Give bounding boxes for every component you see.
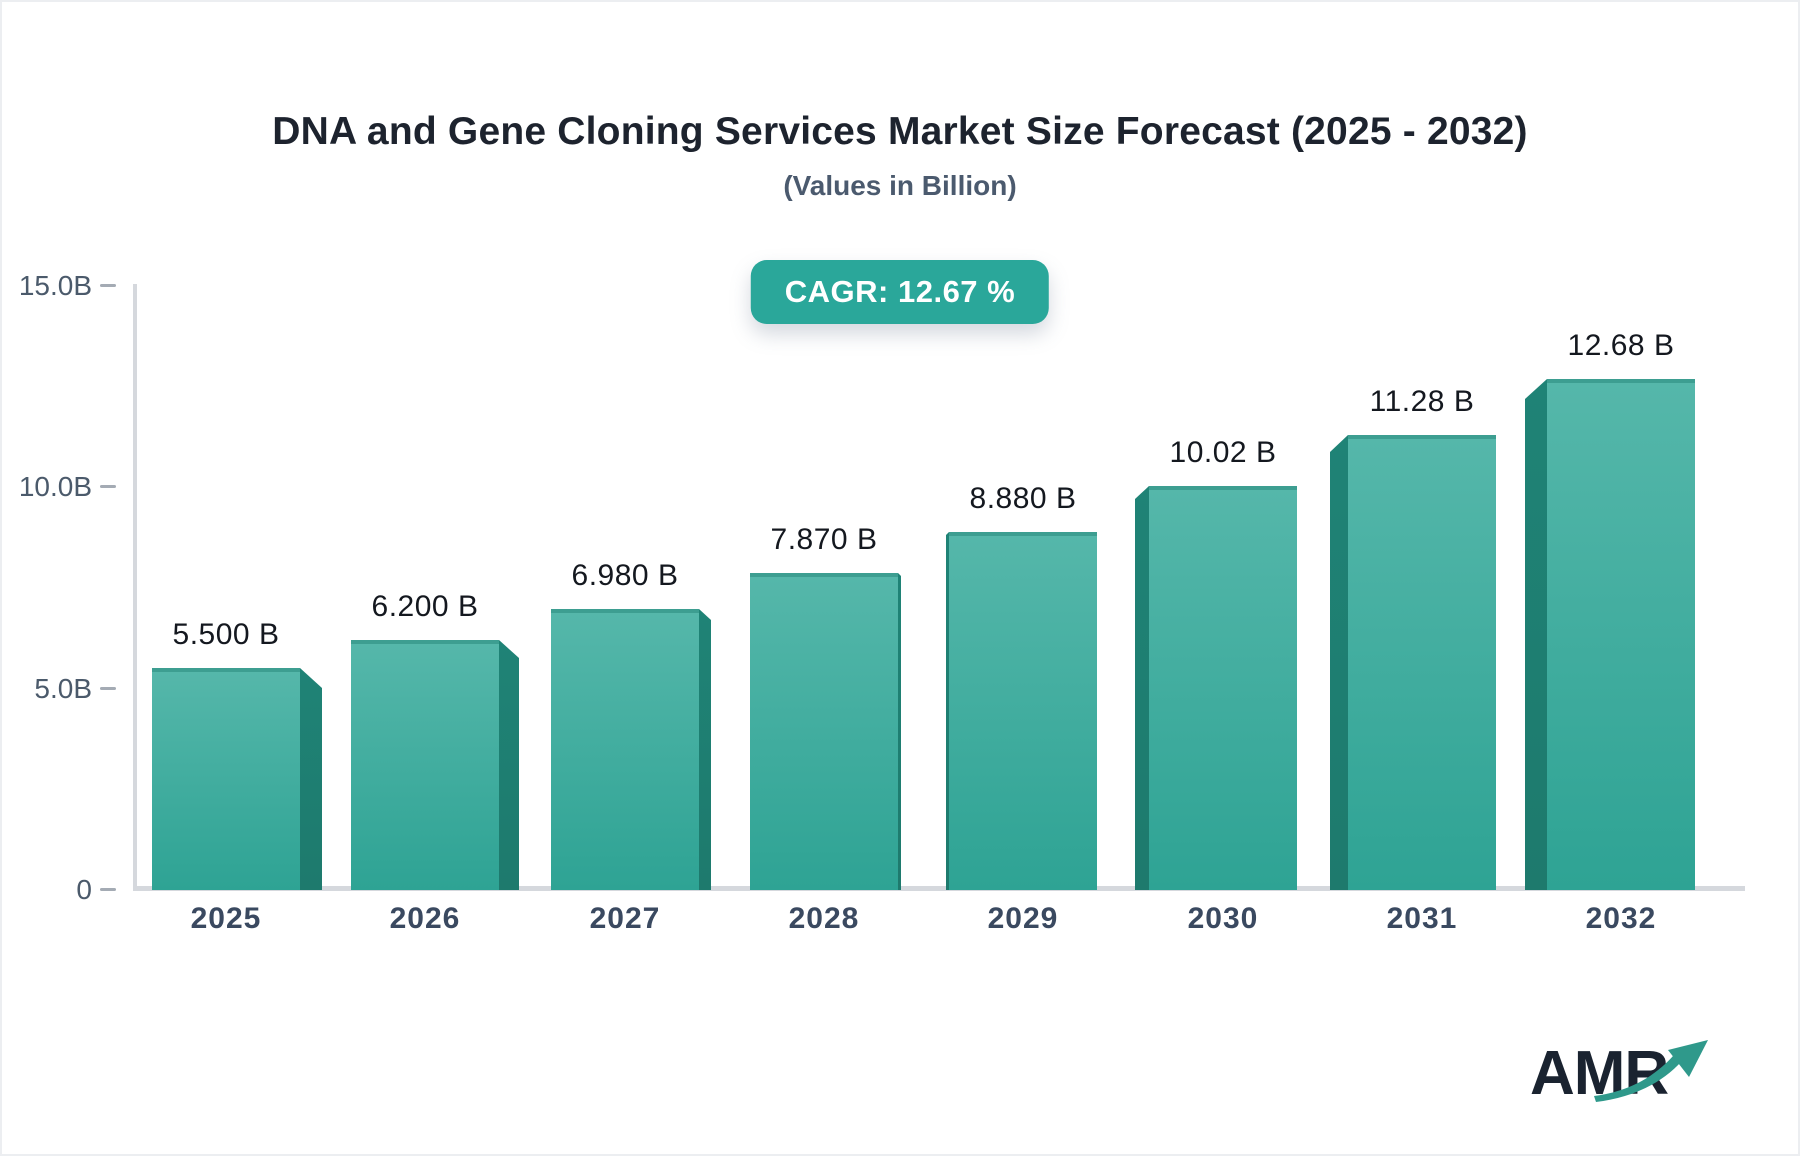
chart-title: DNA and Gene Cloning Services Market Siz… bbox=[272, 110, 1528, 153]
bar-side-2031 bbox=[1330, 435, 1348, 890]
x-tick-label-2026: 2026 bbox=[389, 902, 461, 935]
y-tick-dash-5.0B bbox=[100, 687, 116, 690]
bar-value-label-2028: 7.870 B bbox=[770, 523, 878, 556]
y-tick-label-10.0B: 10.0B bbox=[18, 471, 92, 502]
bar-face-2029 bbox=[949, 532, 1097, 890]
bar-value-label-2031: 11.28 B bbox=[1369, 385, 1475, 418]
y-tick-label-0: 0 bbox=[76, 874, 92, 905]
x-tick-label-2030: 2030 bbox=[1187, 902, 1259, 935]
bar-face-2031 bbox=[1348, 435, 1496, 890]
bar-value-label-2027: 6.980 B bbox=[571, 559, 679, 592]
amr-logo: AMR bbox=[1530, 1038, 1730, 1116]
bar-face-2025 bbox=[152, 668, 300, 890]
bar-side-2027 bbox=[699, 609, 711, 890]
y-axis-line bbox=[133, 284, 137, 890]
bar-side-2026 bbox=[499, 640, 519, 890]
x-tick-label-2029: 2029 bbox=[987, 902, 1059, 935]
y-tick-dash-0 bbox=[100, 888, 116, 891]
y-tick-label-15.0B: 15.0B bbox=[18, 270, 92, 301]
x-tick-label-2031: 2031 bbox=[1386, 902, 1458, 935]
x-tick-label-2028: 2028 bbox=[788, 902, 860, 935]
bar-value-label-2026: 6.200 B bbox=[371, 590, 479, 623]
bar-side-2030 bbox=[1135, 486, 1149, 890]
bar-side-2029 bbox=[946, 532, 949, 890]
bar-face-2028 bbox=[750, 573, 898, 890]
bar-side-2025 bbox=[300, 668, 322, 890]
x-tick-label-2032: 2032 bbox=[1585, 902, 1657, 935]
bar-face-2026 bbox=[351, 640, 499, 890]
x-tick-label-2025: 2025 bbox=[190, 902, 262, 935]
bar-value-label-2029: 8.880 B bbox=[969, 482, 1077, 515]
y-tick-dash-10.0B bbox=[100, 485, 116, 488]
bar-value-label-2025: 5.500 B bbox=[172, 618, 280, 651]
chart-subtitle: (Values in Billion) bbox=[783, 170, 1017, 201]
bar-side-2032 bbox=[1525, 379, 1547, 890]
bar-value-label-2032: 12.68 B bbox=[1567, 329, 1675, 362]
bar-face-2030 bbox=[1149, 486, 1297, 890]
logo-arrow-icon bbox=[1594, 1040, 1708, 1102]
x-axis-line bbox=[133, 886, 1745, 891]
cagr-badge: CAGR: 12.67 % bbox=[750, 260, 1050, 324]
x-tick-label-2027: 2027 bbox=[589, 902, 661, 935]
bar-value-label-2030: 10.02 B bbox=[1169, 436, 1277, 469]
bar-face-2027 bbox=[551, 609, 699, 890]
bar-face-2032 bbox=[1547, 379, 1695, 890]
bar-side-2028 bbox=[898, 573, 901, 890]
y-tick-dash-15.0B bbox=[100, 284, 116, 287]
y-tick-label-5.0B: 5.0B bbox=[34, 673, 92, 704]
